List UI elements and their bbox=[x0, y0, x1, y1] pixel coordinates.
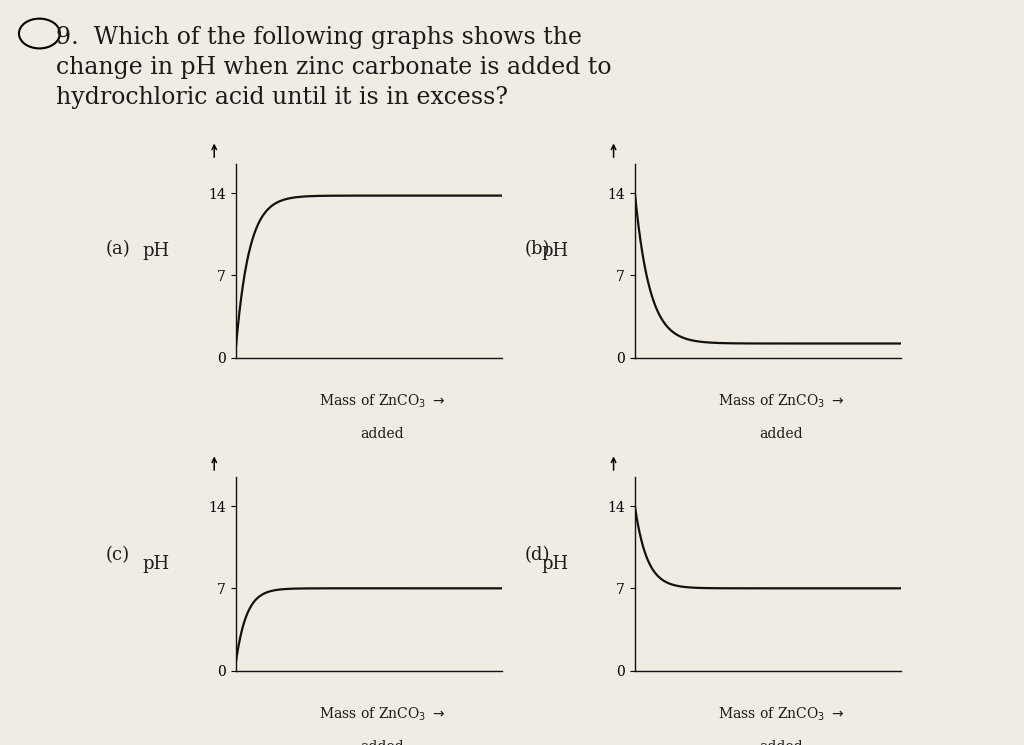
Text: (b): (b) bbox=[525, 241, 550, 259]
Text: Mass of ZnCO$_3$ $\rightarrow$: Mass of ZnCO$_3$ $\rightarrow$ bbox=[718, 706, 845, 723]
Text: pH: pH bbox=[542, 242, 568, 260]
Text: 9.  Which of the following graphs shows the: 9. Which of the following graphs shows t… bbox=[56, 26, 583, 49]
Text: added: added bbox=[360, 428, 403, 441]
Text: change in pH when zinc carbonate is added to: change in pH when zinc carbonate is adde… bbox=[56, 56, 611, 79]
Text: Mass of ZnCO$_3$ $\rightarrow$: Mass of ZnCO$_3$ $\rightarrow$ bbox=[318, 706, 445, 723]
Text: added: added bbox=[760, 428, 803, 441]
Text: Mass of ZnCO$_3$ $\rightarrow$: Mass of ZnCO$_3$ $\rightarrow$ bbox=[318, 393, 445, 410]
Text: Mass of ZnCO$_3$ $\rightarrow$: Mass of ZnCO$_3$ $\rightarrow$ bbox=[718, 393, 845, 410]
Text: (d): (d) bbox=[525, 546, 550, 564]
Text: hydrochloric acid until it is in excess?: hydrochloric acid until it is in excess? bbox=[56, 86, 508, 109]
Text: pH: pH bbox=[142, 555, 169, 573]
Text: pH: pH bbox=[142, 242, 169, 260]
Text: added: added bbox=[760, 741, 803, 745]
Text: pH: pH bbox=[542, 555, 568, 573]
Text: (c): (c) bbox=[105, 546, 130, 564]
Text: added: added bbox=[360, 741, 403, 745]
Text: (a): (a) bbox=[105, 241, 130, 259]
